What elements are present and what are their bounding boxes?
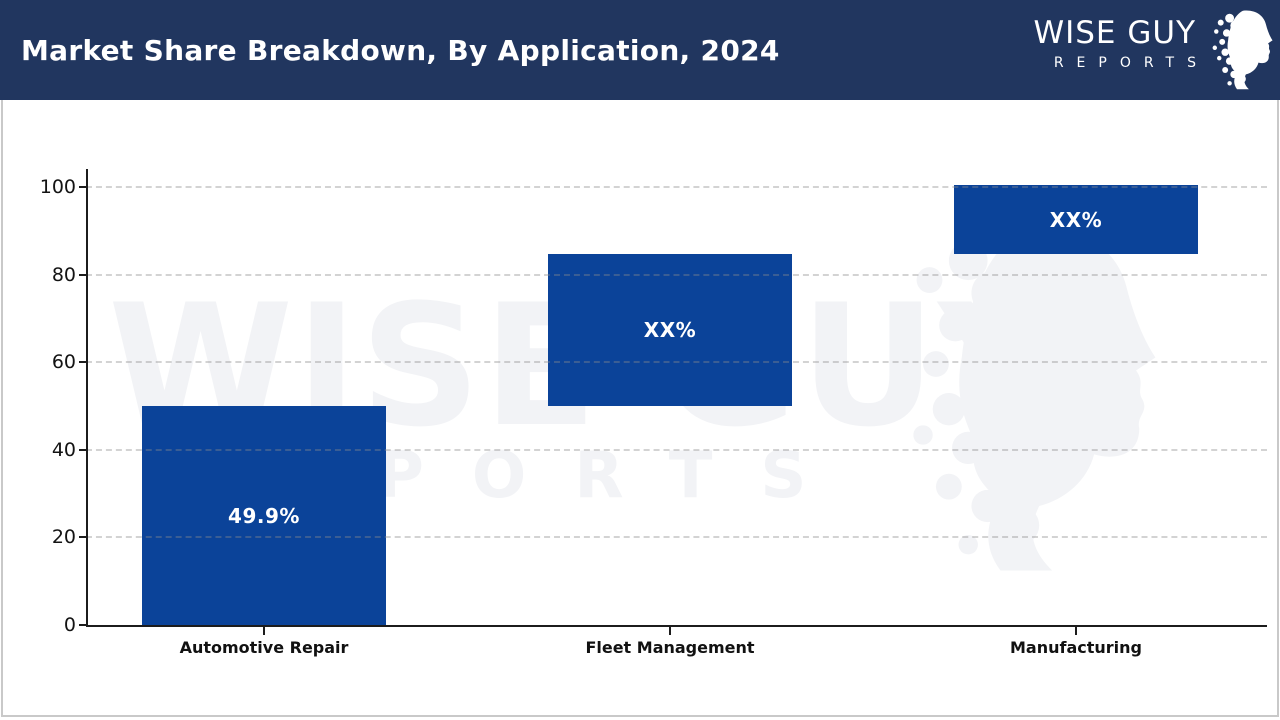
gridline bbox=[86, 361, 1267, 364]
y-tick-label: 80 bbox=[51, 263, 76, 286]
y-tick-label: 20 bbox=[51, 526, 76, 549]
y-tick-label: 40 bbox=[51, 438, 76, 461]
brand-logo-subtext: REPORTS bbox=[1053, 55, 1209, 71]
x-tick-mark bbox=[1075, 627, 1077, 635]
bar bbox=[142, 406, 386, 625]
gridline bbox=[86, 536, 1267, 539]
gridline bbox=[86, 448, 1267, 451]
y-tick-mark bbox=[79, 448, 86, 451]
logo-head-icon bbox=[1212, 10, 1273, 90]
y-tick-label: 0 bbox=[63, 614, 76, 636]
bar bbox=[548, 254, 792, 407]
x-category-label: Automotive Repair bbox=[179, 638, 349, 657]
y-tick-label: 60 bbox=[51, 351, 76, 374]
x-tick-mark bbox=[263, 627, 265, 635]
frame-border-left bbox=[1, 100, 3, 716]
y-tick-mark bbox=[79, 536, 86, 539]
y-axis-line bbox=[86, 169, 88, 627]
gridline bbox=[86, 273, 1267, 276]
y-tick-mark bbox=[79, 624, 86, 626]
chart-title: Market Share Breakdown, By Application, … bbox=[21, 33, 780, 67]
y-tick-label: 100 bbox=[39, 176, 76, 198]
x-category-label: Manufacturing bbox=[1010, 638, 1142, 657]
y-tick-mark bbox=[79, 186, 86, 188]
gridline bbox=[86, 186, 1267, 188]
brand-logo: WISE GUY REPORTS bbox=[1033, 15, 1196, 71]
brand-logo-text: WISE GUY bbox=[1033, 15, 1196, 51]
watermark-head-icon bbox=[894, 227, 1156, 571]
y-tick-mark bbox=[79, 273, 86, 276]
frame-border-bottom bbox=[1, 715, 1279, 717]
header-bar: Market Share Breakdown, By Application, … bbox=[0, 0, 1280, 100]
y-tick-mark bbox=[79, 361, 86, 364]
bar-label: XX% bbox=[1049, 207, 1103, 232]
x-axis-line bbox=[86, 625, 1267, 627]
bar bbox=[954, 185, 1198, 254]
bar-label: XX% bbox=[643, 318, 697, 343]
x-category-label: Fleet Management bbox=[585, 638, 755, 657]
frame-border-right bbox=[1277, 100, 1279, 716]
x-tick-mark bbox=[669, 627, 671, 635]
bar-label: 49.9% bbox=[228, 503, 300, 528]
